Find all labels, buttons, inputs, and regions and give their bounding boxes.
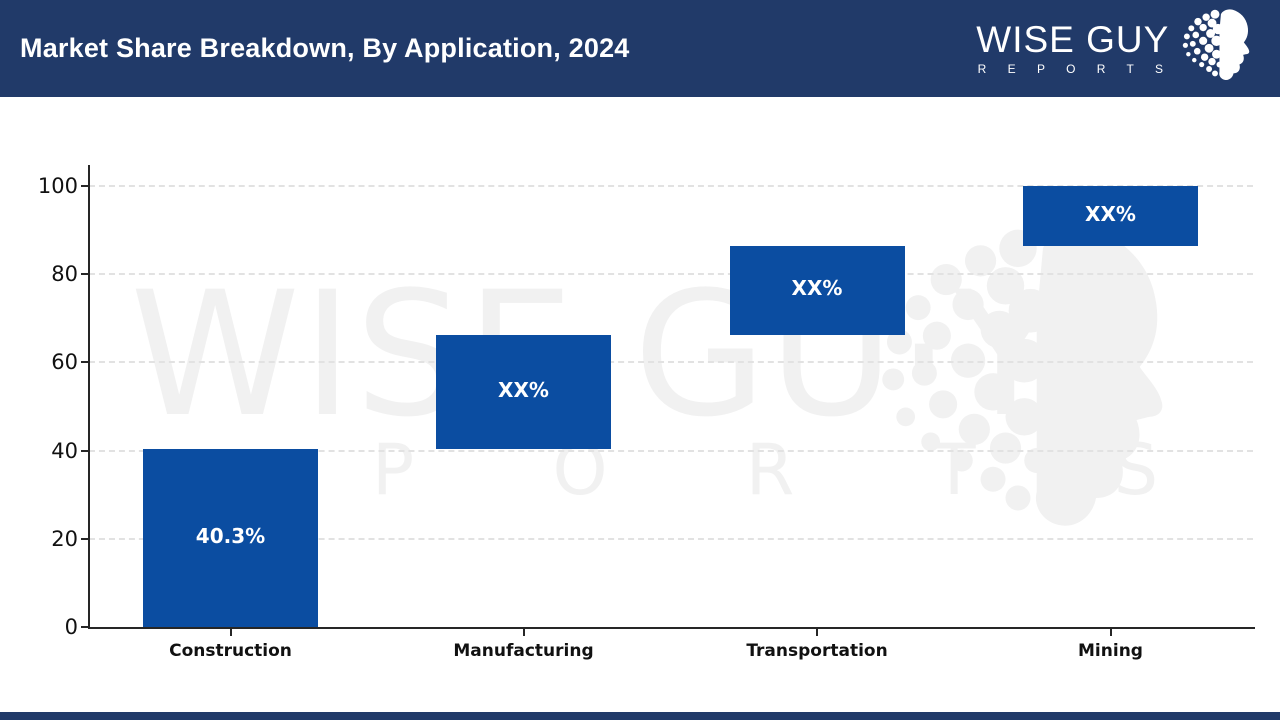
bar-mining <box>1023 186 1198 246</box>
y-axis-tick-mark <box>81 626 88 628</box>
wiseguy-logo-name: WISE GUY <box>976 19 1170 60</box>
bar-value-label: XX% <box>1085 201 1136 226</box>
x-axis-line <box>88 627 1255 629</box>
wiseguy-logo: WISE GUY R E P O R T S <box>974 8 1252 90</box>
gridline-20 <box>89 537 1253 540</box>
x-axis-category-label: Manufacturing <box>453 641 594 661</box>
x-axis-category-label: Construction <box>169 641 292 661</box>
x-axis-tick-mark <box>816 627 818 636</box>
y-axis-tick-label: 80 <box>51 262 78 287</box>
gridline-80 <box>89 273 1253 276</box>
x-axis-tick-mark <box>522 627 525 636</box>
bar-value-label: 40.3% <box>195 524 266 549</box>
y-axis-tick-mark <box>81 185 88 187</box>
y-axis-tick-label: 0 <box>64 615 78 639</box>
wiseguy-logo-text: WISE GUY R E P O R T S <box>974 21 1172 76</box>
x-axis-tick-mark <box>229 627 232 636</box>
watermark-face-icon <box>882 227 1163 526</box>
header: Market Share Breakdown, By Application, … <box>0 0 1280 97</box>
y-axis-tick-label: 40 <box>51 438 78 463</box>
bar-value-label: XX% <box>498 377 549 402</box>
gridline-60 <box>89 361 1253 364</box>
bar-transportation <box>729 245 905 335</box>
y-axis-tick-mark <box>81 537 88 540</box>
y-axis-tick-label: 60 <box>51 350 78 375</box>
y-axis-tick-label: 100 <box>37 174 78 198</box>
x-axis-category-label: Mining <box>1078 641 1143 661</box>
bar-manufacturing <box>436 334 611 450</box>
footer-bar <box>0 712 1280 720</box>
x-axis-tick-mark <box>1109 627 1112 636</box>
wiseguy-face-icon <box>1182 8 1250 80</box>
page-title: Market Share Breakdown, By Application, … <box>20 33 630 63</box>
bar-construction <box>143 449 318 627</box>
bar-value-label: XX% <box>791 276 843 301</box>
wiseguy-logo-subtitle: R E P O R T S <box>977 62 1172 76</box>
y-axis-tick-label: 20 <box>51 526 78 551</box>
gridline-100 <box>89 185 1253 187</box>
chart-area: WISE GU·Y P O R T S 0 20 40 60 80 100 40.3% Con… <box>0 97 1280 712</box>
x-axis-category-label: Transportation <box>746 641 888 661</box>
y-axis-tick-mark <box>81 273 88 276</box>
gridline-40 <box>89 449 1253 452</box>
y-axis-tick-mark <box>81 361 88 364</box>
y-axis-line <box>88 165 90 629</box>
y-axis-tick-mark <box>81 449 88 452</box>
